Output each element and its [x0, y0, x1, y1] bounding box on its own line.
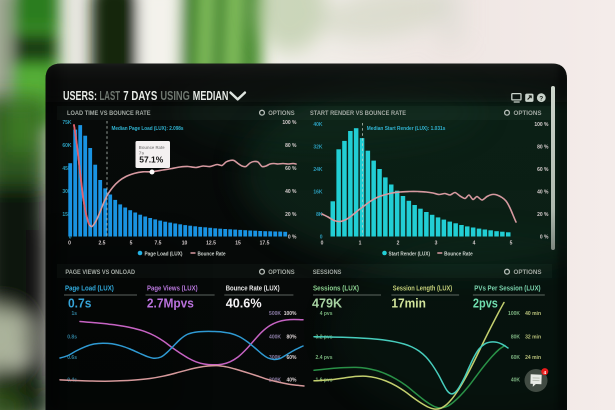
- svg-text:17.5: 17.5: [260, 241, 270, 247]
- svg-text:15: 15: [235, 241, 241, 247]
- svg-text:40.6%: 40.6%: [226, 296, 262, 311]
- svg-text:0: 0: [320, 235, 323, 241]
- svg-text:4: 4: [543, 370, 546, 376]
- svg-text:PAGE VIEWS VS ONLOAD: PAGE VIEWS VS ONLOAD: [65, 269, 135, 276]
- svg-text:MEDIAN: MEDIAN: [193, 88, 229, 103]
- svg-text:Page Load (LUX): Page Load (LUX): [65, 286, 114, 293]
- svg-text:60 %: 60 %: [537, 167, 549, 173]
- svg-text:20 %: 20 %: [285, 212, 297, 218]
- svg-text:17min: 17min: [391, 296, 426, 311]
- svg-text:75K: 75K: [62, 120, 72, 126]
- svg-text:45K: 45K: [62, 166, 72, 172]
- svg-text:0.7s: 0.7s: [68, 296, 91, 311]
- svg-text:100 %: 100 %: [282, 120, 297, 126]
- svg-text:30K: 30K: [62, 189, 72, 195]
- svg-text:100%: 100%: [284, 311, 297, 317]
- svg-text:LOAD TIME VS BOUNCE RATE: LOAD TIME VS BOUNCE RATE: [67, 110, 151, 117]
- svg-text:START RENDER VS BOUNCE RATE: START RENDER VS BOUNCE RATE: [310, 110, 407, 117]
- svg-text:OPTIONS: OPTIONS: [268, 269, 295, 276]
- svg-text:60 %: 60 %: [285, 166, 297, 172]
- svg-text:Median Page Load (LUX): 2.098s: Median Page Load (LUX): 2.098s: [112, 126, 184, 132]
- svg-text:7 DAYS: 7 DAYS: [123, 88, 157, 103]
- svg-text:0.8s: 0.8s: [67, 335, 77, 341]
- svg-text:8K: 8K: [316, 212, 323, 218]
- svg-text:32K: 32K: [313, 145, 323, 151]
- svg-text:80 %: 80 %: [285, 143, 297, 149]
- svg-text:PVs Per Session (LUX): PVs Per Session (LUX): [474, 286, 540, 293]
- svg-text:40%: 40%: [286, 378, 297, 384]
- svg-text:200K: 200K: [269, 378, 281, 384]
- svg-text:Median Start Render (LUX): 1.0: Median Start Render (LUX): 1.031s: [367, 126, 446, 132]
- svg-text:Start Render (LUX): Start Render (LUX): [389, 251, 431, 257]
- svg-text:2.4 pvs: 2.4 pvs: [316, 355, 333, 361]
- svg-text:100K: 100K: [508, 311, 520, 317]
- svg-text:2.7Mpvs: 2.7Mpvs: [147, 296, 194, 311]
- svg-text:Session Length (LUX): Session Length (LUX): [393, 286, 452, 293]
- svg-text:0: 0: [321, 241, 324, 247]
- svg-text:2.5: 2.5: [99, 241, 106, 247]
- svg-text:OPTIONS: OPTIONS: [514, 110, 543, 117]
- svg-text:16K: 16K: [313, 190, 323, 196]
- svg-text:4 pvs: 4 pvs: [320, 311, 333, 317]
- svg-text:Sessions (LUX): Sessions (LUX): [313, 286, 359, 293]
- svg-text:Page Views (LUX): Page Views (LUX): [147, 286, 198, 293]
- svg-text:5: 5: [510, 241, 513, 247]
- svg-text:2: 2: [397, 241, 400, 247]
- svg-text:7s: 7s: [139, 150, 145, 156]
- svg-text:40K: 40K: [313, 122, 323, 128]
- svg-text:10: 10: [182, 241, 188, 247]
- svg-text:3: 3: [435, 241, 438, 247]
- svg-text:1: 1: [359, 241, 362, 247]
- svg-text:40K: 40K: [511, 378, 521, 384]
- svg-text:400K: 400K: [269, 335, 281, 341]
- svg-text:100 %: 100 %: [534, 122, 549, 128]
- svg-text:500K: 500K: [269, 311, 281, 317]
- svg-text:USERS:: USERS:: [63, 88, 97, 103]
- svg-text:Page Load (LUX): Page Load (LUX): [145, 251, 183, 257]
- svg-text:Bounce Rate: Bounce Rate: [444, 251, 473, 257]
- svg-text:80%: 80%: [286, 335, 297, 341]
- svg-text:12.5: 12.5: [206, 241, 216, 247]
- svg-text:80 %: 80 %: [537, 145, 549, 151]
- svg-text:LAST: LAST: [100, 88, 121, 103]
- svg-text:15K: 15K: [62, 212, 72, 218]
- svg-text:OPTIONS: OPTIONS: [268, 110, 295, 117]
- svg-text:5: 5: [130, 241, 133, 247]
- svg-text:300K: 300K: [269, 355, 281, 361]
- svg-text:80K: 80K: [511, 335, 521, 341]
- svg-text:0 %: 0 %: [288, 235, 297, 241]
- svg-text:7.5: 7.5: [155, 241, 162, 247]
- svg-text:2pvs: 2pvs: [473, 296, 498, 311]
- svg-text:20 %: 20 %: [537, 212, 549, 218]
- svg-text:OPTIONS: OPTIONS: [514, 269, 543, 276]
- svg-text:40 min: 40 min: [525, 311, 541, 317]
- svg-text:Bounce Rate: Bounce Rate: [139, 145, 165, 151]
- svg-text:?: ?: [539, 95, 543, 102]
- svg-text:Bounce Rate: Bounce Rate: [198, 251, 226, 257]
- svg-text:0.6s: 0.6s: [67, 355, 77, 361]
- svg-text:60K: 60K: [511, 355, 521, 361]
- svg-text:32 min: 32 min: [525, 335, 541, 341]
- svg-text:60K: 60K: [62, 143, 72, 149]
- svg-text:1s: 1s: [71, 311, 77, 317]
- svg-text:57.1%: 57.1%: [139, 155, 164, 164]
- svg-text:40 %: 40 %: [537, 190, 549, 196]
- svg-text:0: 0: [68, 241, 71, 247]
- svg-text:24K: 24K: [313, 167, 323, 173]
- svg-text:SESSIONS: SESSIONS: [313, 269, 342, 276]
- svg-text:0 %: 0 %: [540, 235, 549, 241]
- svg-text:24 min: 24 min: [525, 355, 541, 361]
- svg-text:60%: 60%: [286, 355, 297, 361]
- svg-text:479K: 479K: [312, 296, 343, 311]
- svg-text:4: 4: [473, 241, 476, 247]
- svg-text:USING: USING: [160, 88, 190, 103]
- svg-text:Bounce Rate (LUX): Bounce Rate (LUX): [226, 286, 280, 293]
- svg-text:0: 0: [69, 235, 72, 241]
- svg-text:40 %: 40 %: [285, 189, 297, 195]
